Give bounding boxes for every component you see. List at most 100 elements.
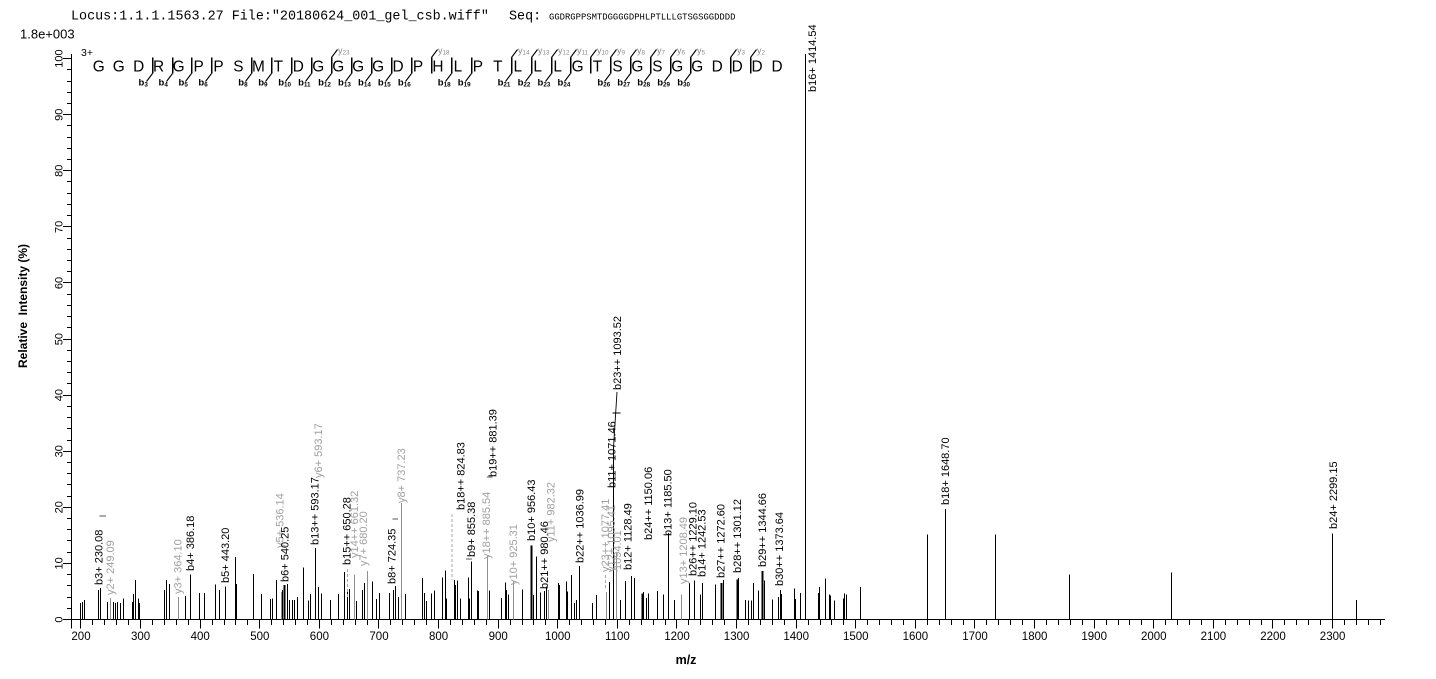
svg-text:R: R xyxy=(153,59,164,76)
svg-text:b5+ 443.20: b5+ 443.20 xyxy=(220,528,232,583)
svg-text:b4+ 386.18: b4+ 386.18 xyxy=(185,516,197,571)
svg-text:y6+ 593.17: y6+ 593.17 xyxy=(313,423,325,478)
svg-text:b30: b30 xyxy=(677,78,690,89)
svg-text:b16+ 1414.54: b16+ 1414.54 xyxy=(807,24,819,92)
svg-text:y10+ 925.31: y10+ 925.31 xyxy=(508,524,520,585)
svg-text:P: P xyxy=(193,59,203,76)
svg-text:m/z: m/z xyxy=(676,653,697,667)
svg-text:b15++ 650.28: b15++ 650.28 xyxy=(342,497,354,565)
svg-text:20: 20 xyxy=(54,501,66,513)
svg-text:y6: y6 xyxy=(677,46,686,57)
svg-text:b10: b10 xyxy=(278,78,291,89)
svg-text:2300: 2300 xyxy=(1320,631,1346,643)
svg-text:D: D xyxy=(772,59,783,76)
svg-text:G: G xyxy=(173,59,185,76)
svg-text:L: L xyxy=(533,59,542,76)
svg-text:y13+ 1208.49: y13+ 1208.49 xyxy=(678,517,690,584)
svg-text:G: G xyxy=(671,59,683,76)
svg-text:y2+ 249.09: y2+ 249.09 xyxy=(105,540,117,595)
svg-text:b23: b23 xyxy=(538,78,551,89)
svg-text:y8: y8 xyxy=(637,46,646,57)
svg-text:b9+ 855.38: b9+ 855.38 xyxy=(466,502,478,557)
svg-text:y12: y12 xyxy=(558,46,570,57)
svg-text:b13+ 1185.50: b13+ 1185.50 xyxy=(663,469,675,536)
svg-text:T: T xyxy=(593,59,603,76)
svg-text:y5: y5 xyxy=(697,46,706,57)
svg-text:b27++ 1272.60: b27++ 1272.60 xyxy=(716,504,728,578)
svg-text:b6+ 540.25: b6+ 540.25 xyxy=(279,527,291,582)
svg-text:b8+ 724.35: b8+ 724.35 xyxy=(387,529,399,584)
svg-text:b29++ 1344.66: b29++ 1344.66 xyxy=(757,493,769,567)
svg-text:b18: b18 xyxy=(438,78,451,89)
svg-text:b24++ 1150.06: b24++ 1150.06 xyxy=(643,467,655,540)
svg-text:300: 300 xyxy=(131,631,150,643)
svg-text:b28++ 1301.12: b28++ 1301.12 xyxy=(732,499,744,573)
svg-text:S: S xyxy=(233,59,243,76)
svg-text:y23: y23 xyxy=(338,46,350,57)
svg-text:y3+ 364.10: y3+ 364.10 xyxy=(173,539,185,594)
svg-text:2100: 2100 xyxy=(1201,631,1227,643)
svg-text:G: G xyxy=(93,59,105,76)
svg-text:y14++ 661.32: y14++ 661.32 xyxy=(349,491,361,558)
svg-text:1.8e+003: 1.8e+003 xyxy=(20,27,75,42)
svg-text:b22: b22 xyxy=(518,78,531,89)
svg-text:b19++ 881.39: b19++ 881.39 xyxy=(488,409,500,477)
svg-text:700: 700 xyxy=(369,631,388,643)
svg-text:0: 0 xyxy=(54,616,66,622)
svg-text:T: T xyxy=(493,59,503,76)
svg-text:G: G xyxy=(372,59,384,76)
svg-text:b14: b14 xyxy=(358,78,371,89)
svg-text:b18++ 824.83: b18++ 824.83 xyxy=(456,442,468,510)
svg-text:b9: b9 xyxy=(258,78,268,89)
svg-text:S: S xyxy=(612,59,622,76)
svg-text:y11: y11 xyxy=(577,46,589,57)
svg-text:1000: 1000 xyxy=(545,631,571,643)
svg-text:60: 60 xyxy=(54,277,66,289)
svg-text:b14+ 1242.53: b14+ 1242.53 xyxy=(697,509,709,577)
svg-text:1500: 1500 xyxy=(843,631,869,643)
svg-text:P: P xyxy=(413,59,423,76)
svg-text:b8: b8 xyxy=(238,78,248,89)
svg-text:y13: y13 xyxy=(538,46,550,57)
svg-text:600: 600 xyxy=(310,631,329,643)
svg-text:y8+ 737.23: y8+ 737.23 xyxy=(396,448,408,503)
svg-text:b11+ 1071.46: b11+ 1071.46 xyxy=(607,421,619,488)
svg-text:G: G xyxy=(691,59,703,76)
svg-text:y18: y18 xyxy=(438,46,450,57)
svg-text:b26++ 1229.10: b26++ 1229.10 xyxy=(688,502,700,576)
svg-text:y2: y2 xyxy=(757,46,766,57)
svg-text:S: S xyxy=(652,59,662,76)
svg-text:G: G xyxy=(312,59,324,76)
svg-text:70: 70 xyxy=(54,221,66,233)
svg-text:b13: b13 xyxy=(338,78,351,89)
svg-text:b16: b16 xyxy=(398,78,411,89)
svg-text:G: G xyxy=(572,59,584,76)
svg-text:400: 400 xyxy=(191,631,210,643)
svg-text:b12: b12 xyxy=(318,78,331,89)
svg-text:1600: 1600 xyxy=(903,631,929,643)
svg-text:500: 500 xyxy=(250,631,269,643)
svg-text:G: G xyxy=(631,59,643,76)
svg-text:M: M xyxy=(252,59,265,76)
svg-text:b30++ 1373.64: b30++ 1373.64 xyxy=(774,512,786,586)
svg-text:y14: y14 xyxy=(518,46,530,57)
svg-text:y9: y9 xyxy=(617,46,626,57)
svg-text:L: L xyxy=(514,59,523,76)
svg-text:D: D xyxy=(732,59,743,76)
svg-text:P: P xyxy=(213,59,223,76)
svg-text:y3: y3 xyxy=(737,46,746,57)
svg-text:T: T xyxy=(274,59,284,76)
svg-text:y7: y7 xyxy=(657,46,666,57)
svg-text:80: 80 xyxy=(54,165,66,177)
svg-text:b19: b19 xyxy=(458,78,471,89)
svg-text:G: G xyxy=(332,59,344,76)
svg-text:b21++ 980.46: b21++ 980.46 xyxy=(539,521,551,589)
svg-text:50: 50 xyxy=(54,333,66,345)
svg-text:y11+ 982.32: y11+ 982.32 xyxy=(546,482,558,542)
svg-text:900: 900 xyxy=(489,631,508,643)
svg-text:90: 90 xyxy=(54,109,66,121)
svg-text:b6: b6 xyxy=(198,78,208,89)
svg-text:b15: b15 xyxy=(378,78,391,89)
svg-text:b29: b29 xyxy=(657,78,670,89)
svg-text:D: D xyxy=(712,59,723,76)
